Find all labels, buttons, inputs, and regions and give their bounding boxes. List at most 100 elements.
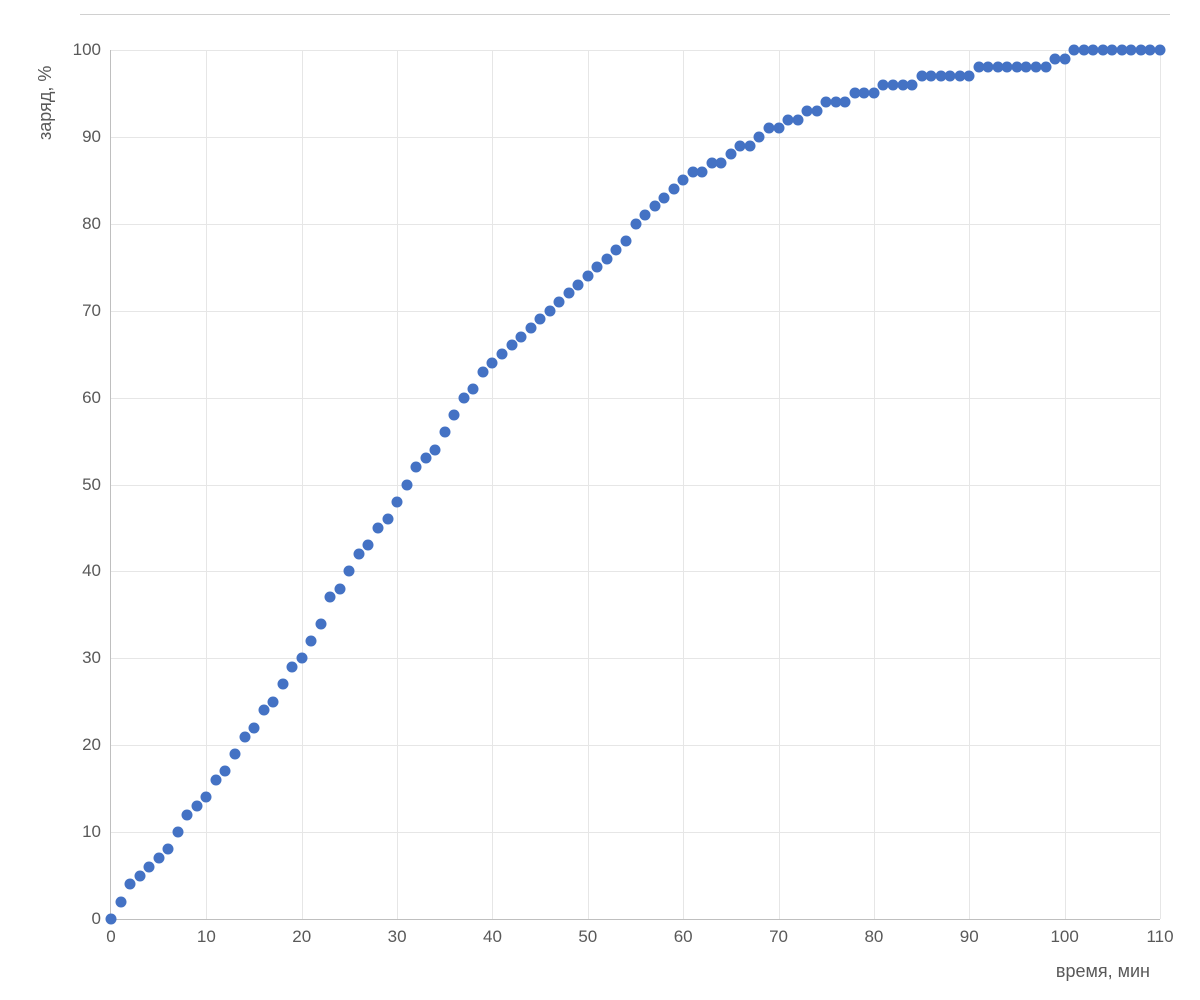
data-point [744,140,755,151]
x-tick-label: 20 [292,927,311,947]
y-tick-label: 10 [82,822,101,842]
x-tick-label: 100 [1050,927,1078,947]
data-point [640,210,651,221]
data-point [582,270,593,281]
x-tick-label: 70 [769,927,788,947]
data-point [172,827,183,838]
y-tick-label: 50 [82,475,101,495]
x-axis-title: время, мин [1056,961,1150,982]
gridline-horizontal [111,745,1160,746]
data-point [201,792,212,803]
data-point [468,383,479,394]
data-point [411,462,422,473]
data-point [258,705,269,716]
x-tick-label: 30 [388,927,407,947]
data-point [1059,53,1070,64]
data-point [601,253,612,264]
gridline-horizontal [111,398,1160,399]
data-point [630,218,641,229]
data-point [611,244,622,255]
data-point [392,496,403,507]
gridline-horizontal [111,658,1160,659]
data-point [792,114,803,125]
x-tick-label: 110 [1146,927,1173,947]
data-point [353,549,364,560]
y-tick-label: 90 [82,127,101,147]
data-point [1155,45,1166,56]
y-tick-label: 70 [82,301,101,321]
data-point [840,97,851,108]
data-point [382,514,393,525]
data-point [620,236,631,247]
data-point [287,661,298,672]
y-tick-label: 30 [82,648,101,668]
data-point [229,748,240,759]
data-point [401,479,412,490]
data-point [344,566,355,577]
data-point [525,323,536,334]
data-point [811,105,822,116]
data-point [315,618,326,629]
data-point [373,522,384,533]
data-point [210,774,221,785]
data-point [773,123,784,134]
gridline-horizontal [111,571,1160,572]
data-point [659,192,670,203]
data-point [249,722,260,733]
data-point [868,88,879,99]
data-point [296,653,307,664]
data-point [268,696,279,707]
y-tick-label: 40 [82,561,101,581]
data-point [725,149,736,160]
gridline-horizontal [111,832,1160,833]
data-point [449,409,460,420]
data-point [134,870,145,881]
x-tick-label: 10 [197,927,216,947]
data-point [163,844,174,855]
y-tick-label: 60 [82,388,101,408]
data-point [907,79,918,90]
data-point [544,305,555,316]
data-point [678,175,689,186]
data-point [697,166,708,177]
data-point [363,540,374,551]
data-point [306,635,317,646]
data-point [458,392,469,403]
data-point [439,427,450,438]
gridline-horizontal [111,311,1160,312]
data-point [191,801,202,812]
y-tick-label: 100 [73,40,101,60]
data-point [277,679,288,690]
y-tick-label: 0 [92,909,101,929]
data-point [754,131,765,142]
gridline-vertical [1160,50,1161,919]
data-point [334,583,345,594]
x-tick-label: 50 [578,927,597,947]
data-point [592,262,603,273]
x-tick-label: 40 [483,927,502,947]
data-point [430,444,441,455]
plot-area: 0102030405060708090100110010203040506070… [110,50,1160,920]
data-point [125,879,136,890]
data-point [573,279,584,290]
top-rule [80,14,1170,15]
data-point [554,297,565,308]
data-point [477,366,488,377]
y-tick-label: 80 [82,214,101,234]
data-point [563,288,574,299]
data-point [964,71,975,82]
x-tick-label: 80 [864,927,883,947]
gridline-horizontal [111,50,1160,51]
data-point [220,766,231,777]
y-axis-title: заряд, % [35,66,56,140]
gridline-horizontal [111,137,1160,138]
x-tick-label: 0 [106,927,115,947]
data-point [668,184,679,195]
x-tick-label: 90 [960,927,979,947]
data-point [106,914,117,925]
gridline-horizontal [111,485,1160,486]
data-point [516,331,527,342]
data-point [144,861,155,872]
data-point [182,809,193,820]
data-point [239,731,250,742]
